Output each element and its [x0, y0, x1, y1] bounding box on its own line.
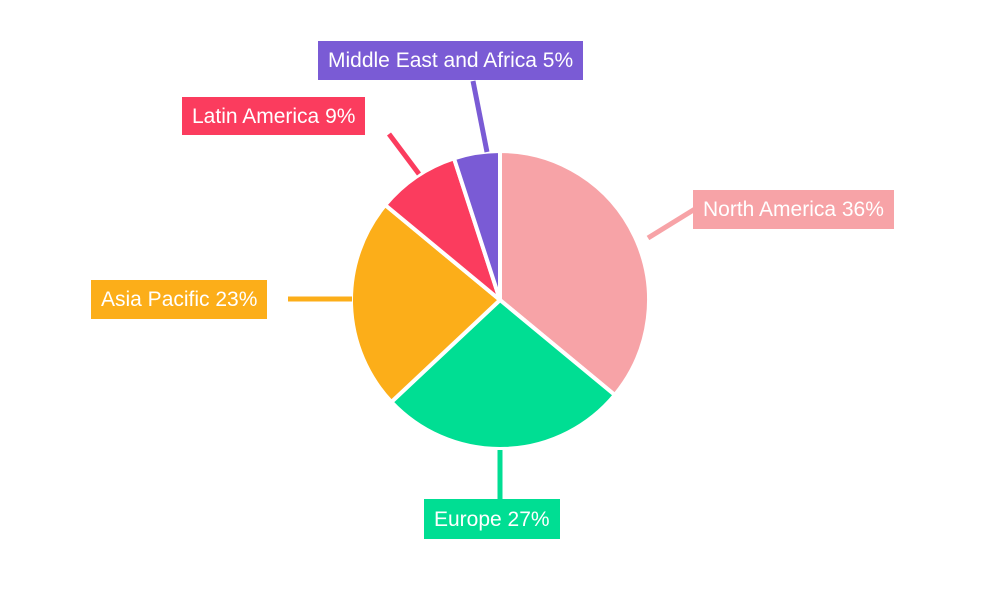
pie-label-europe[interactable]: Europe 27% [424, 499, 560, 539]
pie-label-latin-america-text: Latin America 9% [192, 104, 356, 128]
leader-line-middle-east-africa [470, 80, 490, 153]
pie-label-north-america-text: North America 36% [703, 198, 884, 221]
pie-label-asia-pacific[interactable]: Asia Pacific 23% [91, 280, 268, 319]
pie-label-europe-text: Europe 27% [434, 507, 550, 531]
pie-slice-asia-pacific[interactable] [349, 203, 502, 404]
leader-line-latin-america [387, 132, 421, 176]
leader-line-north-america [646, 206, 697, 241]
pie-slice-north-america[interactable] [498, 149, 651, 397]
pie-slice-middle-east-africa[interactable] [451, 149, 502, 302]
pie-label-middle-east-africa-text: Middle East and Africa 5% [328, 49, 574, 72]
pie-label-asia-pacific-text: Asia Pacific 23% [101, 288, 258, 311]
pie-slice-europe[interactable] [389, 298, 617, 452]
pie-label-north-america[interactable]: North America 36% [693, 190, 894, 229]
pie-slices [349, 149, 651, 452]
pie-label-latin-america[interactable]: Latin America 9% [182, 97, 366, 135]
leader-lines [288, 80, 697, 500]
pie-label-middle-east-africa[interactable]: Middle East and Africa 5% [318, 41, 584, 80]
